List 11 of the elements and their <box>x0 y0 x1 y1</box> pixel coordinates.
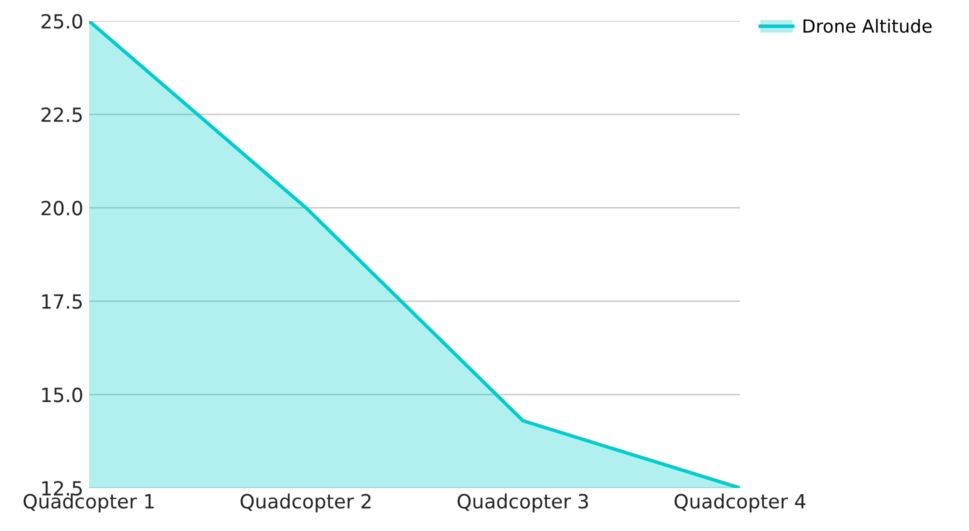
x-tick-label: Quadcopter 4 <box>674 494 806 512</box>
y-tick-label: 22.5 <box>42 107 82 122</box>
y-tick-label: 15.0 <box>42 388 82 402</box>
x-tick-label: Quadcopter 3 <box>458 494 588 512</box>
x-tick-label: Quadcopter 2 <box>240 494 371 512</box>
y-tick-label: 12.5 <box>42 480 82 496</box>
y-tick-label: 17.5 <box>42 294 82 309</box>
x-tick-label: Quadcopter 1 <box>24 494 154 512</box>
legend-label: Drone Altitude <box>804 18 932 33</box>
y-tick-label: 25.0 <box>42 14 82 29</box>
y-tick-label: 20.0 <box>42 200 82 216</box>
